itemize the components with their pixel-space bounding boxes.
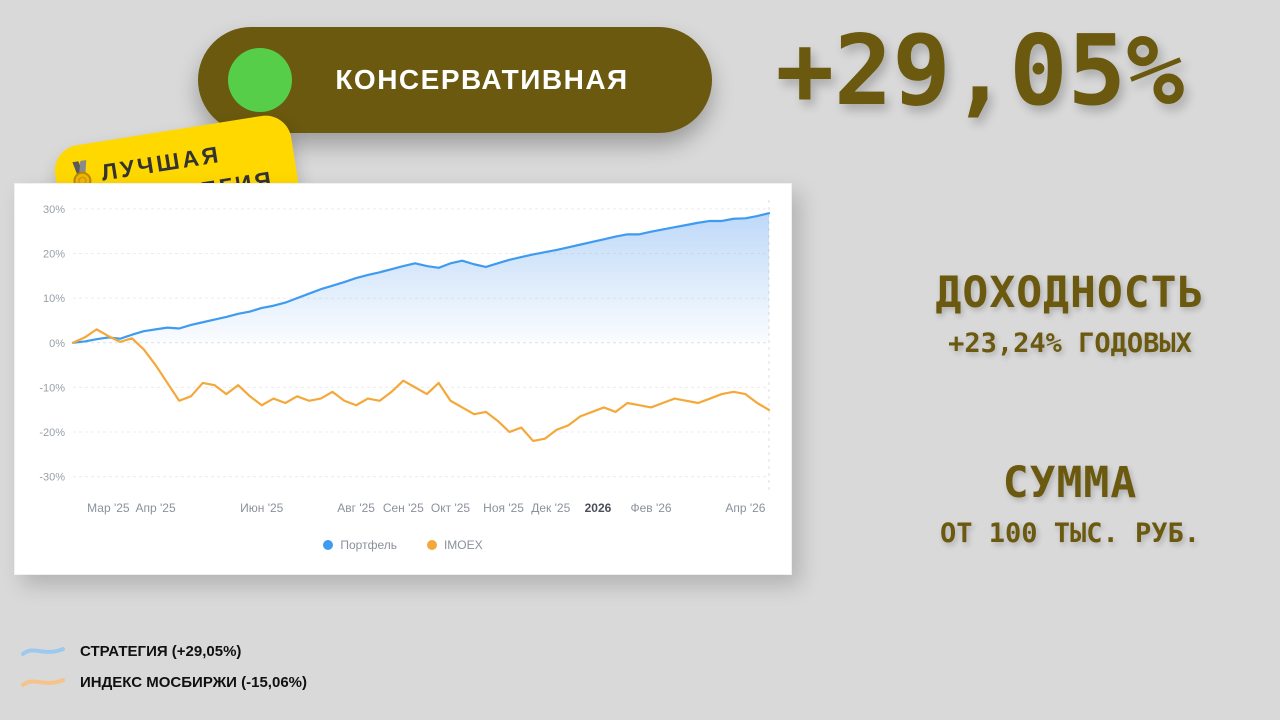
sum-title: СУММА (1002, 458, 1138, 508)
sum-value: ОТ 100 ТЫС. РУБ. (939, 518, 1201, 549)
x-axis-tick: Сен '25 (383, 501, 424, 515)
strategy-legend: СТРАТЕГИЯ (+29,05%) ИНДЕКС МОСБИРЖИ (-15,… (20, 642, 307, 691)
x-axis-tick: Ноя '25 (483, 501, 524, 515)
chart-legend-item[interactable]: IMOEX (426, 538, 483, 552)
chart-legend-label: IMOEX (443, 538, 483, 552)
line-swatch-icon (21, 678, 65, 687)
legend-label: ИНДЕКС МОСБИРЖИ (-15,06%) (80, 673, 307, 691)
strategy-status-dot (228, 48, 292, 112)
legend-item: СТРАТЕГИЯ (+29,05%) (20, 642, 307, 660)
strategy-name: КОНСЕРВАТИВНАЯ (335, 64, 629, 95)
yield-title: ДОХОДНОСТЬ (935, 268, 1205, 318)
chart-legend-item[interactable]: Портфель (323, 538, 397, 552)
x-axis-tick: Июн '25 (240, 501, 284, 515)
legend-label: СТРАТЕГИЯ (+29,05%) (80, 642, 242, 660)
y-axis-tick: -30% (39, 472, 65, 484)
y-axis-tick: -20% (39, 427, 65, 439)
y-axis-tick: 0% (49, 338, 65, 350)
yield-stat: ДОХОДНОСТЬ +23,24% ГОДОВЫХ (860, 268, 1280, 359)
performance-chart: 30% 20% 10% 0% -10% -20% -30% Мар '25 Апр '25 Июн… (39, 200, 771, 515)
chart-legend: Портфель IMOEX (15, 538, 791, 552)
sum-stat: СУММА ОТ 100 ТЫС. РУБ. (860, 458, 1280, 549)
strategy-pill: КОНСЕРВАТИВНАЯ (198, 27, 712, 133)
y-axis-tick: 10% (43, 293, 65, 305)
line-swatch-icon (21, 647, 65, 656)
legend-dot-icon (323, 540, 334, 550)
x-axis-tick: Авг '25 (337, 501, 375, 515)
yield-value: +23,24% ГОДОВЫХ (948, 328, 1192, 359)
x-axis-tick: Фев '26 (630, 501, 671, 515)
y-axis-tick: -10% (39, 382, 65, 394)
x-axis-tick: Окт '25 (431, 501, 471, 515)
chart-legend-label: Портфель (340, 538, 397, 552)
total-return-value: +29,05% (775, 14, 1185, 127)
x-axis-tick: 2026 (585, 501, 612, 515)
y-axis-tick: 20% (43, 249, 65, 261)
legend-item: ИНДЕКС МОСБИРЖИ (-15,06%) (20, 673, 307, 691)
x-axis-tick: Мар '25 (87, 501, 130, 515)
legend-dot-icon (426, 540, 437, 550)
x-axis-tick: Дек '25 (531, 501, 570, 515)
series-line-Портфель (71, 212, 771, 344)
x-axis-tick: Апр '26 (725, 501, 765, 515)
y-axis-tick: 30% (43, 204, 65, 216)
series-line-IMOEX (71, 328, 771, 443)
x-axis-tick: Апр '25 (135, 501, 175, 515)
performance-chart-card: 30% 20% 10% 0% -10% -20% -30% Мар '25 Апр '25 Июн… (14, 183, 792, 575)
